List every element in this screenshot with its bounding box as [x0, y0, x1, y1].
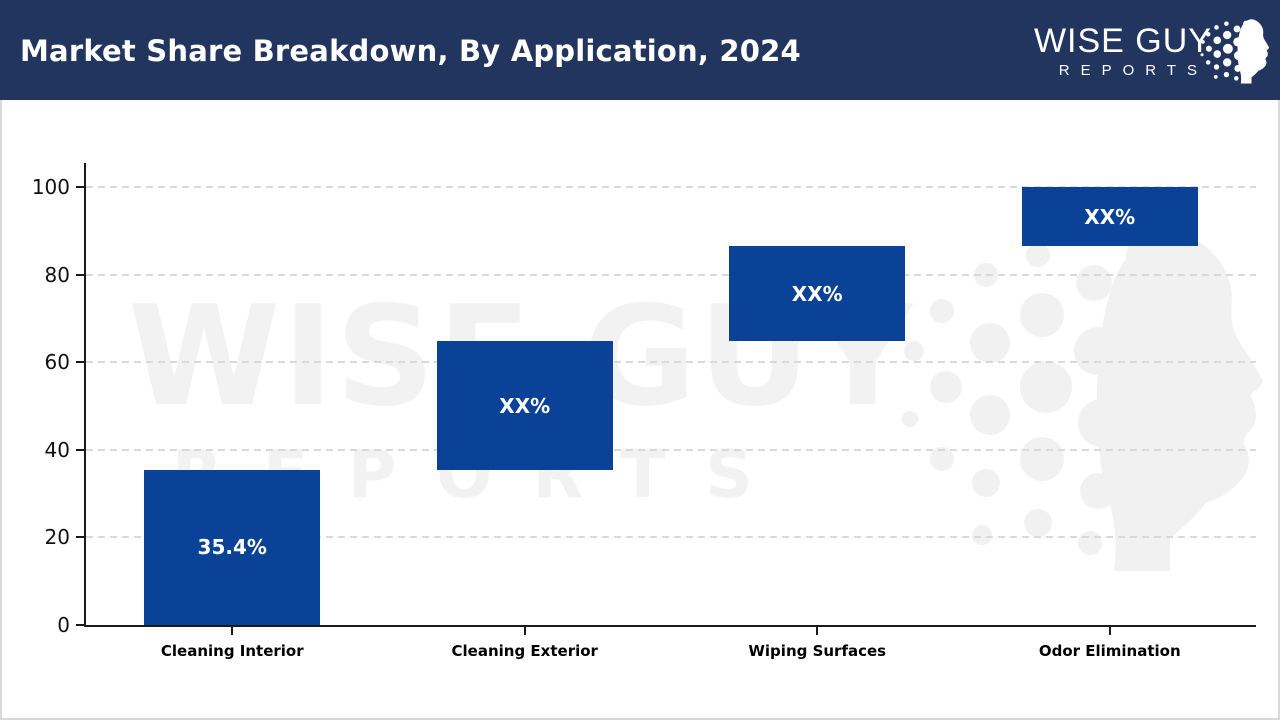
x-category-label: Wiping Surfaces — [748, 642, 887, 660]
y-tick-label: 0 — [57, 613, 70, 637]
y-tick — [76, 186, 84, 188]
x-tick — [816, 627, 819, 635]
page-border-left — [0, 100, 2, 720]
x-tick — [1108, 627, 1111, 635]
bar-value-label: 35.4% — [197, 535, 267, 560]
y-tick-label: 20 — [44, 525, 70, 550]
bar — [144, 469, 321, 625]
y-tick — [76, 536, 84, 539]
x-axis-line — [84, 625, 1256, 627]
y-tick-label: 60 — [44, 350, 70, 375]
x-category-label: Cleaning Interior — [160, 642, 304, 660]
bar — [436, 341, 613, 470]
x-tick — [523, 627, 526, 635]
x-tick — [231, 627, 234, 635]
bar-value-label: XX% — [791, 281, 843, 306]
logo-subtext: REPORTS — [1058, 62, 1208, 79]
x-category-label: Odor Elimination — [1038, 642, 1181, 660]
bar-value-label: XX% — [1084, 204, 1136, 229]
chart-title: Market Share Breakdown, By Application, … — [20, 34, 801, 68]
y-tick-label: 100 — [31, 175, 70, 199]
page-border-right — [1278, 100, 1280, 720]
logo-wordmark: WISE GUY — [1033, 22, 1212, 60]
bar-value-label: XX% — [499, 393, 551, 418]
grid-line — [86, 186, 1256, 188]
x-category-label: Cleaning Exterior — [451, 642, 598, 660]
y-tick-label: 40 — [44, 437, 70, 462]
y-tick — [76, 273, 84, 276]
grid-line — [86, 448, 1256, 451]
y-tick — [76, 448, 84, 451]
bar — [729, 246, 906, 342]
y-axis-line — [84, 163, 86, 627]
y-tick-label: 80 — [44, 262, 70, 287]
grid-line — [86, 536, 1256, 539]
wiseguy-logo: WISE GUY REPORTS — [1020, 6, 1270, 96]
grid-line — [86, 361, 1256, 364]
y-tick — [76, 624, 84, 626]
header-bar: Market Share Breakdown, By Application, … — [0, 0, 1280, 100]
grid-line — [86, 273, 1256, 276]
y-tick — [76, 361, 84, 364]
page-border-bottom — [0, 718, 1280, 720]
